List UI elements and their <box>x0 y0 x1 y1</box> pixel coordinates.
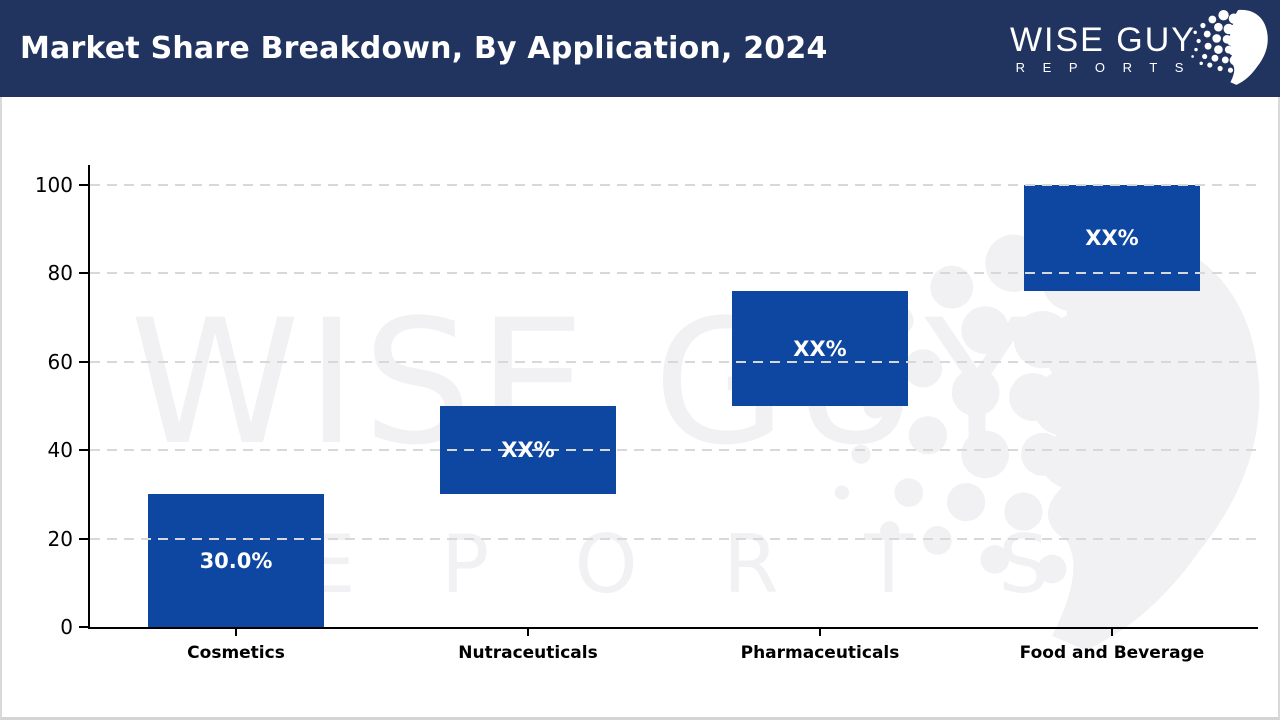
y-tick-label: 100 <box>34 173 73 197</box>
x-axis-spine <box>88 627 1258 629</box>
bar-value-label: XX% <box>793 336 847 361</box>
chart-area: WISE GUY R E P O R T S 30.0% Cosmetics XX%… <box>0 97 1280 720</box>
logo-wordmark: WISE GUY R E P O R T S <box>1010 23 1196 75</box>
y-tick <box>79 449 88 452</box>
y-axis-spine <box>88 165 90 629</box>
wiseguy-logo: WISE GUY R E P O R T S <box>1010 9 1270 86</box>
gridline-y100 <box>90 184 1258 186</box>
gridline-y60 <box>90 360 1258 363</box>
gridline-y80 <box>90 272 1258 275</box>
y-tick-label: 20 <box>47 526 73 551</box>
x-tick-label: Food and Beverage <box>1019 643 1205 663</box>
x-tick-label: Pharmaceuticals <box>740 643 900 663</box>
wiseguy-head-icon <box>1191 9 1268 85</box>
bar-cosmetics <box>148 494 324 627</box>
gridline-y20 <box>90 537 1258 540</box>
y-tick <box>79 184 88 186</box>
chart-title: Market Share Breakdown, By Application, … <box>20 31 828 66</box>
x-tick-label: Nutraceuticals <box>458 643 598 663</box>
x-tick-label: Cosmetics <box>187 643 285 663</box>
gridline-y40 <box>90 449 1258 452</box>
logo-name: WISE GUY <box>1009 20 1196 59</box>
logo-subtitle: R E P O R T S <box>1015 59 1191 75</box>
bar-value-label: 30.0% <box>199 548 273 573</box>
y-tick-label: 0 <box>60 615 73 639</box>
x-tick <box>527 627 529 636</box>
bar-value-label: XX% <box>1085 226 1139 251</box>
bar-value-label: XX% <box>501 438 555 463</box>
waterfall-chart: 30.0% Cosmetics XX% Nutraceuticals XX% Pharma… <box>2 97 1278 717</box>
y-tick <box>79 360 88 363</box>
x-tick <box>819 627 821 636</box>
y-tick <box>79 537 88 540</box>
y-tick-label: 80 <box>47 261 73 286</box>
x-tick <box>235 627 237 636</box>
y-tick-label: 60 <box>47 349 73 374</box>
header-bar: Market Share Breakdown, By Application, … <box>0 0 1280 97</box>
y-tick <box>79 272 88 275</box>
y-tick-label: 40 <box>47 438 73 463</box>
y-tick <box>79 626 88 628</box>
